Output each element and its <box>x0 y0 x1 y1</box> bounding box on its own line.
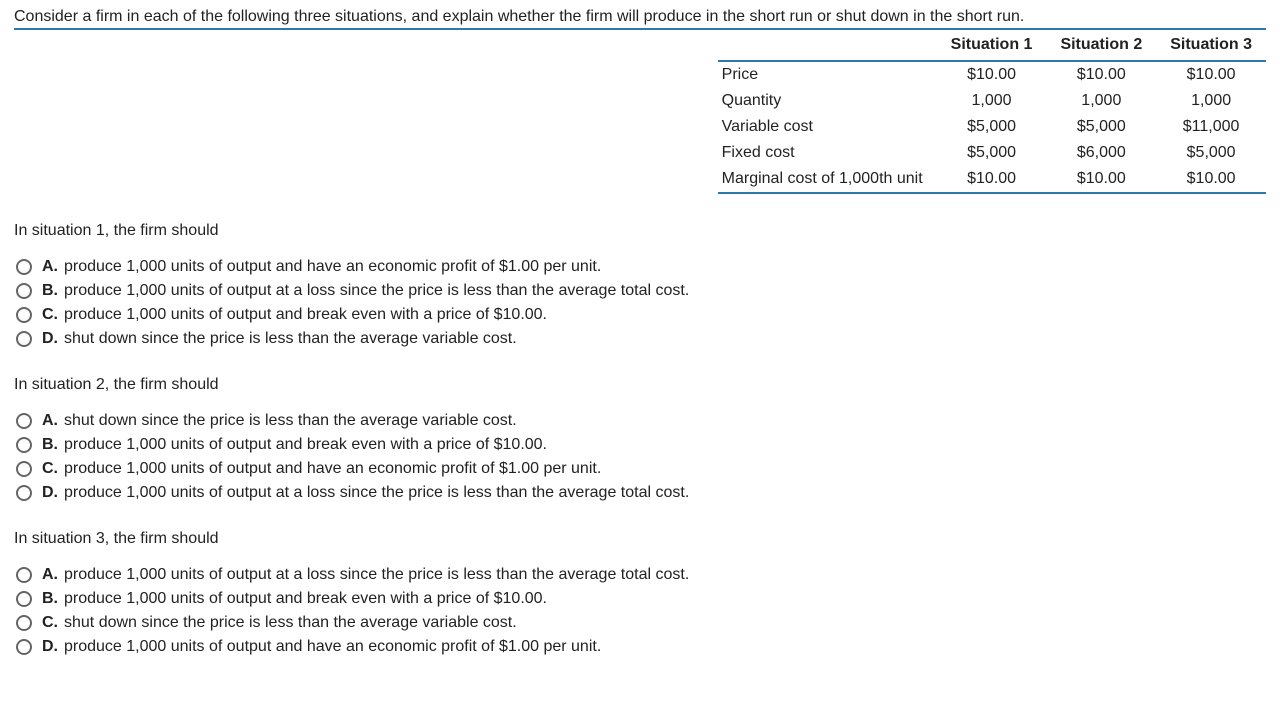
option-row[interactable]: A. produce 1,000 units of output at a lo… <box>16 566 1266 584</box>
table-header-s2: Situation 2 <box>1046 30 1156 61</box>
option-text: produce 1,000 units of output at a loss … <box>64 484 689 502</box>
cell: $10.00 <box>937 61 1047 88</box>
row-label: Price <box>718 61 937 88</box>
option-row[interactable]: A. shut down since the price is less tha… <box>16 412 1266 430</box>
option-row[interactable]: A. produce 1,000 units of output and hav… <box>16 258 1266 276</box>
table-row: Price $10.00 $10.00 $10.00 <box>718 61 1266 88</box>
cell: $10.00 <box>937 166 1047 193</box>
option-row[interactable]: C. produce 1,000 units of output and bre… <box>16 306 1266 324</box>
cell: $11,000 <box>1156 114 1266 140</box>
cell: $5,000 <box>937 140 1047 166</box>
cell: $5,000 <box>1046 114 1156 140</box>
option-text: shut down since the price is less than t… <box>64 614 517 632</box>
option-row[interactable]: B. produce 1,000 units of output and bre… <box>16 436 1266 454</box>
option-letter: C. <box>42 306 64 324</box>
option-letter: D. <box>42 638 64 656</box>
radio-icon[interactable] <box>16 485 32 501</box>
option-text: shut down since the price is less than t… <box>64 330 517 348</box>
radio-icon[interactable] <box>16 591 32 607</box>
option-text: produce 1,000 units of output and break … <box>64 306 547 324</box>
option-text: shut down since the price is less than t… <box>64 412 517 430</box>
cell: $10.00 <box>1046 166 1156 193</box>
radio-icon[interactable] <box>16 331 32 347</box>
option-text: produce 1,000 units of output and break … <box>64 436 547 454</box>
radio-icon[interactable] <box>16 259 32 275</box>
option-row[interactable]: B. produce 1,000 units of output at a lo… <box>16 282 1266 300</box>
option-text: produce 1,000 units of output at a loss … <box>64 566 689 584</box>
table-header-s1: Situation 1 <box>937 30 1047 61</box>
question-text: Consider a firm in each of the following… <box>14 8 1266 30</box>
table-row: Variable cost $5,000 $5,000 $11,000 <box>718 114 1266 140</box>
option-letter: B. <box>42 282 64 300</box>
cell: $5,000 <box>1156 140 1266 166</box>
option-letter: A. <box>42 566 64 584</box>
radio-icon[interactable] <box>16 639 32 655</box>
option-row[interactable]: B. produce 1,000 units of output and bre… <box>16 590 1266 608</box>
radio-icon[interactable] <box>16 307 32 323</box>
row-label: Quantity <box>718 88 937 114</box>
option-row[interactable]: C. shut down since the price is less tha… <box>16 614 1266 632</box>
option-letter: C. <box>42 614 64 632</box>
radio-icon[interactable] <box>16 437 32 453</box>
situation-2-prompt: In situation 2, the firm should <box>14 376 1266 394</box>
option-letter: D. <box>42 330 64 348</box>
table-row: Fixed cost $5,000 $6,000 $5,000 <box>718 140 1266 166</box>
option-row[interactable]: D. produce 1,000 units of output and hav… <box>16 638 1266 656</box>
cell: 1,000 <box>937 88 1047 114</box>
situation-3-options: A. produce 1,000 units of output at a lo… <box>16 566 1266 656</box>
situation-2-options: A. shut down since the price is less tha… <box>16 412 1266 502</box>
row-label: Marginal cost of 1,000th unit <box>718 166 937 193</box>
cell: $10.00 <box>1156 166 1266 193</box>
option-letter: A. <box>42 412 64 430</box>
option-text: produce 1,000 units of output and break … <box>64 590 547 608</box>
cell: $5,000 <box>937 114 1047 140</box>
table-row: Quantity 1,000 1,000 1,000 <box>718 88 1266 114</box>
table-header-s3: Situation 3 <box>1156 30 1266 61</box>
option-letter: C. <box>42 460 64 478</box>
row-label: Fixed cost <box>718 140 937 166</box>
option-text: produce 1,000 units of output and have a… <box>64 460 601 478</box>
radio-icon[interactable] <box>16 567 32 583</box>
option-row[interactable]: D. shut down since the price is less tha… <box>16 330 1266 348</box>
option-text: produce 1,000 units of output at a loss … <box>64 282 689 300</box>
radio-icon[interactable] <box>16 615 32 631</box>
table-header-blank <box>718 30 937 61</box>
option-row[interactable]: C. produce 1,000 units of output and hav… <box>16 460 1266 478</box>
option-row[interactable]: D. produce 1,000 units of output at a lo… <box>16 484 1266 502</box>
situation-1-options: A. produce 1,000 units of output and hav… <box>16 258 1266 348</box>
cell: 1,000 <box>1046 88 1156 114</box>
option-letter: B. <box>42 436 64 454</box>
data-table: Situation 1 Situation 2 Situation 3 Pric… <box>718 30 1266 194</box>
option-letter: A. <box>42 258 64 276</box>
option-text: produce 1,000 units of output and have a… <box>64 638 601 656</box>
cell: $10.00 <box>1046 61 1156 88</box>
radio-icon[interactable] <box>16 283 32 299</box>
situation-1-prompt: In situation 1, the firm should <box>14 222 1266 240</box>
cell: $10.00 <box>1156 61 1266 88</box>
radio-icon[interactable] <box>16 413 32 429</box>
cell: $6,000 <box>1046 140 1156 166</box>
row-label: Variable cost <box>718 114 937 140</box>
radio-icon[interactable] <box>16 461 32 477</box>
option-text: produce 1,000 units of output and have a… <box>64 258 601 276</box>
table-row: Marginal cost of 1,000th unit $10.00 $10… <box>718 166 1266 193</box>
cell: 1,000 <box>1156 88 1266 114</box>
situation-3-prompt: In situation 3, the firm should <box>14 530 1266 548</box>
option-letter: B. <box>42 590 64 608</box>
option-letter: D. <box>42 484 64 502</box>
